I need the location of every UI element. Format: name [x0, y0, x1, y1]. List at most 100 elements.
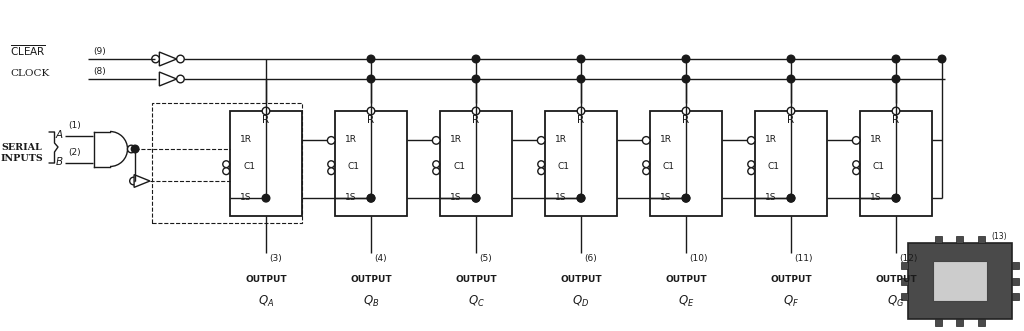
- Bar: [650, 111, 722, 216]
- Circle shape: [938, 55, 946, 63]
- Text: $Q_{B}$: $Q_{B}$: [362, 294, 379, 309]
- Circle shape: [787, 194, 795, 202]
- Text: OUTPUT: OUTPUT: [876, 275, 916, 284]
- Circle shape: [643, 168, 649, 175]
- Circle shape: [128, 145, 135, 153]
- Text: $Q_{C}$: $Q_{C}$: [468, 294, 484, 309]
- Text: 1S: 1S: [660, 193, 672, 202]
- Circle shape: [892, 194, 900, 202]
- Text: OUTPUT: OUTPUT: [666, 275, 707, 284]
- Circle shape: [177, 75, 184, 83]
- Text: 1S: 1S: [765, 193, 776, 202]
- Circle shape: [578, 75, 585, 83]
- Circle shape: [748, 137, 755, 144]
- Circle shape: [892, 107, 900, 115]
- Bar: [935, 236, 942, 243]
- Circle shape: [328, 161, 335, 167]
- Bar: [230, 111, 302, 216]
- Text: (11): (11): [794, 254, 812, 263]
- Text: (1): (1): [68, 121, 81, 130]
- Bar: [956, 319, 964, 326]
- Circle shape: [368, 194, 375, 202]
- Circle shape: [853, 161, 859, 167]
- Bar: [978, 319, 985, 326]
- Text: 1S: 1S: [555, 193, 566, 202]
- Circle shape: [643, 161, 649, 167]
- Circle shape: [262, 107, 269, 115]
- Circle shape: [432, 137, 440, 144]
- Bar: [1012, 277, 1019, 285]
- Bar: [956, 236, 964, 243]
- Bar: [1012, 294, 1019, 301]
- Text: (6): (6): [584, 254, 597, 263]
- Text: 1R: 1R: [555, 135, 567, 144]
- Bar: [908, 243, 1012, 319]
- Text: SERIAL: SERIAL: [1, 143, 42, 152]
- Text: (10): (10): [689, 254, 708, 263]
- Circle shape: [787, 75, 795, 83]
- Text: (12): (12): [899, 254, 918, 263]
- Text: 1R: 1R: [240, 135, 252, 144]
- Text: 1S: 1S: [450, 193, 462, 202]
- Text: 1R: 1R: [450, 135, 462, 144]
- Circle shape: [472, 75, 480, 83]
- Circle shape: [368, 75, 375, 83]
- Circle shape: [538, 161, 545, 167]
- Bar: [901, 277, 908, 285]
- Text: R: R: [262, 115, 269, 125]
- Bar: [1012, 261, 1019, 268]
- Circle shape: [682, 107, 690, 115]
- Text: A: A: [56, 130, 63, 140]
- Text: 1R: 1R: [345, 135, 357, 144]
- Text: (3): (3): [269, 254, 282, 263]
- Text: $Q_{A}$: $Q_{A}$: [258, 294, 274, 309]
- Circle shape: [223, 168, 229, 175]
- Text: 1R: 1R: [870, 135, 882, 144]
- Text: (2): (2): [68, 148, 81, 157]
- Circle shape: [892, 55, 900, 63]
- Text: R: R: [893, 115, 899, 125]
- Circle shape: [578, 194, 585, 202]
- Text: $\overline{\rm CLEAR}$: $\overline{\rm CLEAR}$: [10, 43, 46, 58]
- Circle shape: [578, 107, 585, 115]
- Polygon shape: [160, 52, 177, 66]
- Circle shape: [368, 194, 375, 202]
- Bar: [335, 111, 407, 216]
- Bar: [901, 261, 908, 268]
- Circle shape: [578, 194, 585, 202]
- Text: $Q_{G}$: $Q_{G}$: [888, 294, 904, 309]
- Circle shape: [787, 194, 795, 202]
- Circle shape: [578, 55, 585, 63]
- Bar: [901, 294, 908, 301]
- Text: (8): (8): [93, 67, 105, 76]
- Text: 1R: 1R: [660, 135, 672, 144]
- Polygon shape: [134, 175, 150, 187]
- Circle shape: [152, 55, 160, 63]
- Text: C1: C1: [873, 162, 885, 171]
- Circle shape: [368, 55, 375, 63]
- Bar: [755, 111, 827, 216]
- Circle shape: [262, 194, 269, 202]
- Text: OUTPUT: OUTPUT: [245, 275, 287, 284]
- Text: $Q_{D}$: $Q_{D}$: [572, 294, 590, 309]
- Bar: [440, 111, 512, 216]
- Text: R: R: [787, 115, 795, 125]
- Circle shape: [223, 161, 229, 167]
- Circle shape: [852, 137, 860, 144]
- Bar: [152, 103, 302, 223]
- Text: INPUTS: INPUTS: [1, 154, 44, 163]
- Bar: [935, 319, 942, 326]
- Text: CLOCK: CLOCK: [10, 69, 49, 78]
- Bar: [978, 236, 985, 243]
- Text: C1: C1: [348, 162, 360, 171]
- Text: OUTPUT: OUTPUT: [350, 275, 392, 284]
- Circle shape: [472, 107, 480, 115]
- Text: R: R: [682, 115, 689, 125]
- Bar: [933, 261, 987, 301]
- Text: OUTPUT: OUTPUT: [560, 275, 602, 284]
- Text: (9): (9): [93, 47, 105, 56]
- Circle shape: [472, 55, 480, 63]
- Circle shape: [682, 75, 690, 83]
- Text: $Q_{F}$: $Q_{F}$: [783, 294, 799, 309]
- Text: R: R: [368, 115, 375, 125]
